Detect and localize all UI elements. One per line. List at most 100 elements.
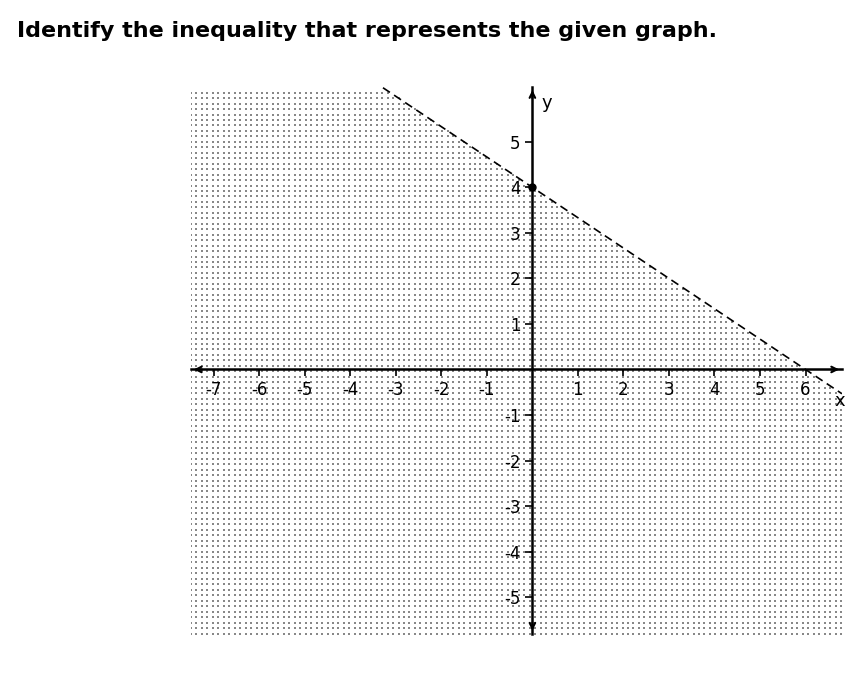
Point (567, 224, 581, 235)
Point (419, 164, 433, 175)
Point (582, 322, 596, 333)
Point (675, 584, 689, 595)
Point (293, 541, 307, 552)
Point (391, 137, 405, 148)
Point (239, 421, 253, 432)
Point (315, 382, 329, 393)
Point (708, 601, 722, 612)
Point (818, 410, 832, 421)
Point (266, 628, 279, 639)
Point (512, 448, 526, 459)
Point (250, 563, 264, 574)
Point (266, 535, 279, 546)
Point (463, 382, 477, 393)
Point (310, 103, 324, 114)
Point (386, 579, 400, 590)
Point (791, 514, 805, 525)
Point (774, 377, 788, 388)
Point (446, 355, 460, 366)
Point (665, 426, 679, 437)
Point (457, 251, 471, 262)
Point (741, 377, 755, 388)
Point (457, 497, 471, 508)
Point (582, 300, 596, 311)
Point (534, 284, 548, 295)
Point (293, 196, 307, 207)
Point (358, 289, 372, 300)
Point (244, 579, 258, 590)
Point (424, 240, 438, 251)
Point (643, 573, 657, 584)
Point (277, 137, 291, 148)
Point (326, 398, 340, 410)
Point (446, 524, 460, 535)
Point (736, 360, 750, 371)
Point (211, 387, 225, 398)
Point (496, 464, 510, 475)
Point (201, 459, 214, 470)
Point (332, 398, 345, 410)
Point (534, 404, 548, 415)
Point (730, 568, 744, 579)
Point (365, 601, 378, 612)
Point (529, 563, 542, 574)
Point (484, 606, 498, 617)
Point (632, 535, 646, 546)
Point (419, 191, 433, 202)
Point (577, 235, 591, 246)
Point (375, 546, 389, 557)
Point (544, 518, 558, 529)
Point (304, 355, 318, 366)
Point (386, 628, 400, 639)
Point (490, 470, 503, 481)
Point (332, 169, 345, 180)
Point (621, 398, 635, 410)
Point (567, 393, 581, 404)
Point (293, 366, 307, 377)
Point (320, 300, 334, 311)
Point (550, 541, 564, 552)
Point (386, 541, 400, 552)
Point (348, 262, 362, 273)
Point (567, 295, 581, 306)
Point (227, 601, 241, 612)
Point (534, 480, 548, 491)
Point (250, 497, 264, 508)
Point (403, 535, 417, 546)
Point (561, 590, 575, 601)
Point (233, 207, 247, 218)
Point (451, 622, 465, 633)
Point (315, 186, 329, 197)
Point (260, 175, 274, 186)
Point (665, 398, 679, 410)
Point (381, 317, 395, 328)
Point (806, 584, 820, 595)
Point (277, 245, 291, 256)
Point (632, 333, 646, 344)
Point (457, 273, 471, 284)
Point (660, 464, 674, 475)
Point (391, 448, 405, 459)
Point (539, 442, 553, 453)
Point (365, 338, 378, 349)
Point (201, 480, 214, 491)
Point (310, 87, 324, 98)
Point (304, 114, 318, 125)
Point (277, 568, 291, 579)
Point (370, 453, 384, 464)
Point (282, 568, 296, 579)
Point (550, 431, 564, 442)
Point (605, 579, 619, 590)
Point (484, 514, 498, 525)
Point (725, 421, 739, 432)
Point (468, 480, 482, 491)
Point (720, 387, 733, 398)
Point (823, 382, 837, 393)
Point (211, 180, 225, 191)
Point (670, 300, 684, 311)
Point (326, 120, 340, 131)
Point (315, 328, 329, 339)
Point (665, 295, 679, 306)
Point (332, 622, 345, 633)
Point (621, 426, 635, 437)
